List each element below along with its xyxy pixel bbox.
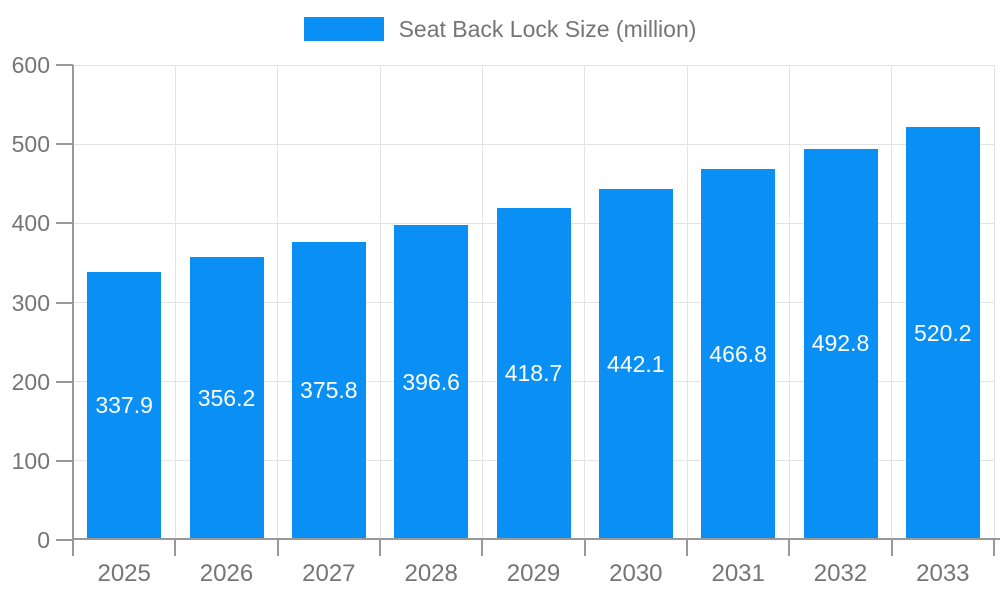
y-tick-label: 100: [11, 447, 50, 474]
y-tick: [56, 380, 73, 383]
gridline-h: [73, 64, 994, 66]
y-tick: [56, 301, 73, 304]
bar-value-label: 442.1: [607, 350, 665, 377]
y-tick: [56, 222, 73, 225]
x-tick-label: 2028: [404, 560, 458, 587]
x-tick-label: 2033: [916, 560, 970, 587]
x-tick-label: 2031: [711, 560, 765, 587]
legend-label[interactable]: Seat Back Lock Size (million): [398, 15, 697, 42]
gridline-v: [788, 65, 790, 540]
y-tick-label: 400: [11, 210, 50, 237]
bar-value-label: 418.7: [504, 359, 563, 386]
bar-value-label: 466.8: [709, 340, 767, 367]
gridline-v: [891, 65, 893, 540]
x-tick: [686, 540, 688, 556]
bar-value-label: 396.6: [402, 368, 460, 395]
bar[interactable]: 418.7: [496, 207, 571, 539]
bar-value-label: 356.2: [197, 384, 256, 411]
x-tick-label: 2029: [506, 560, 561, 587]
x-tick: [379, 540, 381, 556]
y-tick: [56, 64, 73, 66]
y-tick: [56, 459, 73, 462]
legend-swatch-icon[interactable]: [303, 17, 384, 41]
bar[interactable]: 396.6: [394, 225, 469, 539]
bar[interactable]: 520.2: [905, 127, 980, 539]
gridline-v: [481, 65, 483, 540]
x-tick: [583, 540, 586, 556]
x-tick-label: 2027: [302, 560, 356, 587]
gridline-v: [379, 65, 381, 540]
gridline-v: [584, 65, 586, 540]
y-tick-label: 200: [11, 368, 50, 395]
gridline-h: [73, 143, 994, 145]
gridline-v: [174, 65, 176, 540]
y-tick-label: 500: [11, 131, 50, 158]
bar[interactable]: 337.9: [87, 271, 162, 539]
x-axis-line: [73, 538, 1000, 540]
bar-value-label: 520.2: [914, 319, 972, 346]
x-tick-label: 2025: [97, 560, 151, 587]
y-tick: [56, 143, 73, 146]
gridline-v: [993, 65, 995, 540]
x-tick: [276, 540, 279, 556]
gridline-v: [686, 65, 688, 540]
bar-value-label: 337.9: [95, 391, 153, 418]
bar-value-label: 492.8: [811, 330, 870, 357]
bar[interactable]: 442.1: [598, 189, 673, 539]
y-tick-label: 0: [37, 527, 50, 553]
x-tick: [890, 540, 893, 556]
x-tick-label: 2032: [813, 560, 868, 587]
y-tick: [56, 539, 73, 541]
y-tick-label: 300: [11, 289, 50, 316]
x-tick: [788, 540, 791, 556]
y-tick-label: 600: [11, 52, 50, 78]
gridline-v: [277, 65, 279, 540]
bar[interactable]: 466.8: [701, 169, 776, 539]
legend[interactable]: Seat Back Lock Size (million): [0, 17, 1000, 41]
x-tick: [481, 540, 484, 556]
bar[interactable]: 492.8: [803, 148, 878, 539]
bar[interactable]: 356.2: [189, 257, 264, 539]
plot-area: 0 100 200 300 400 500 600 337.9 2025 356.2 2026 375…: [12, 53, 1000, 586]
x-tick: [993, 540, 995, 556]
x-tick: [174, 540, 177, 556]
bar-value-label: 375.8: [300, 376, 358, 403]
y-axis-line: [72, 65, 74, 556]
bar[interactable]: 375.8: [291, 241, 366, 539]
x-tick-label: 2026: [199, 560, 254, 587]
x-tick-label: 2030: [609, 560, 663, 587]
